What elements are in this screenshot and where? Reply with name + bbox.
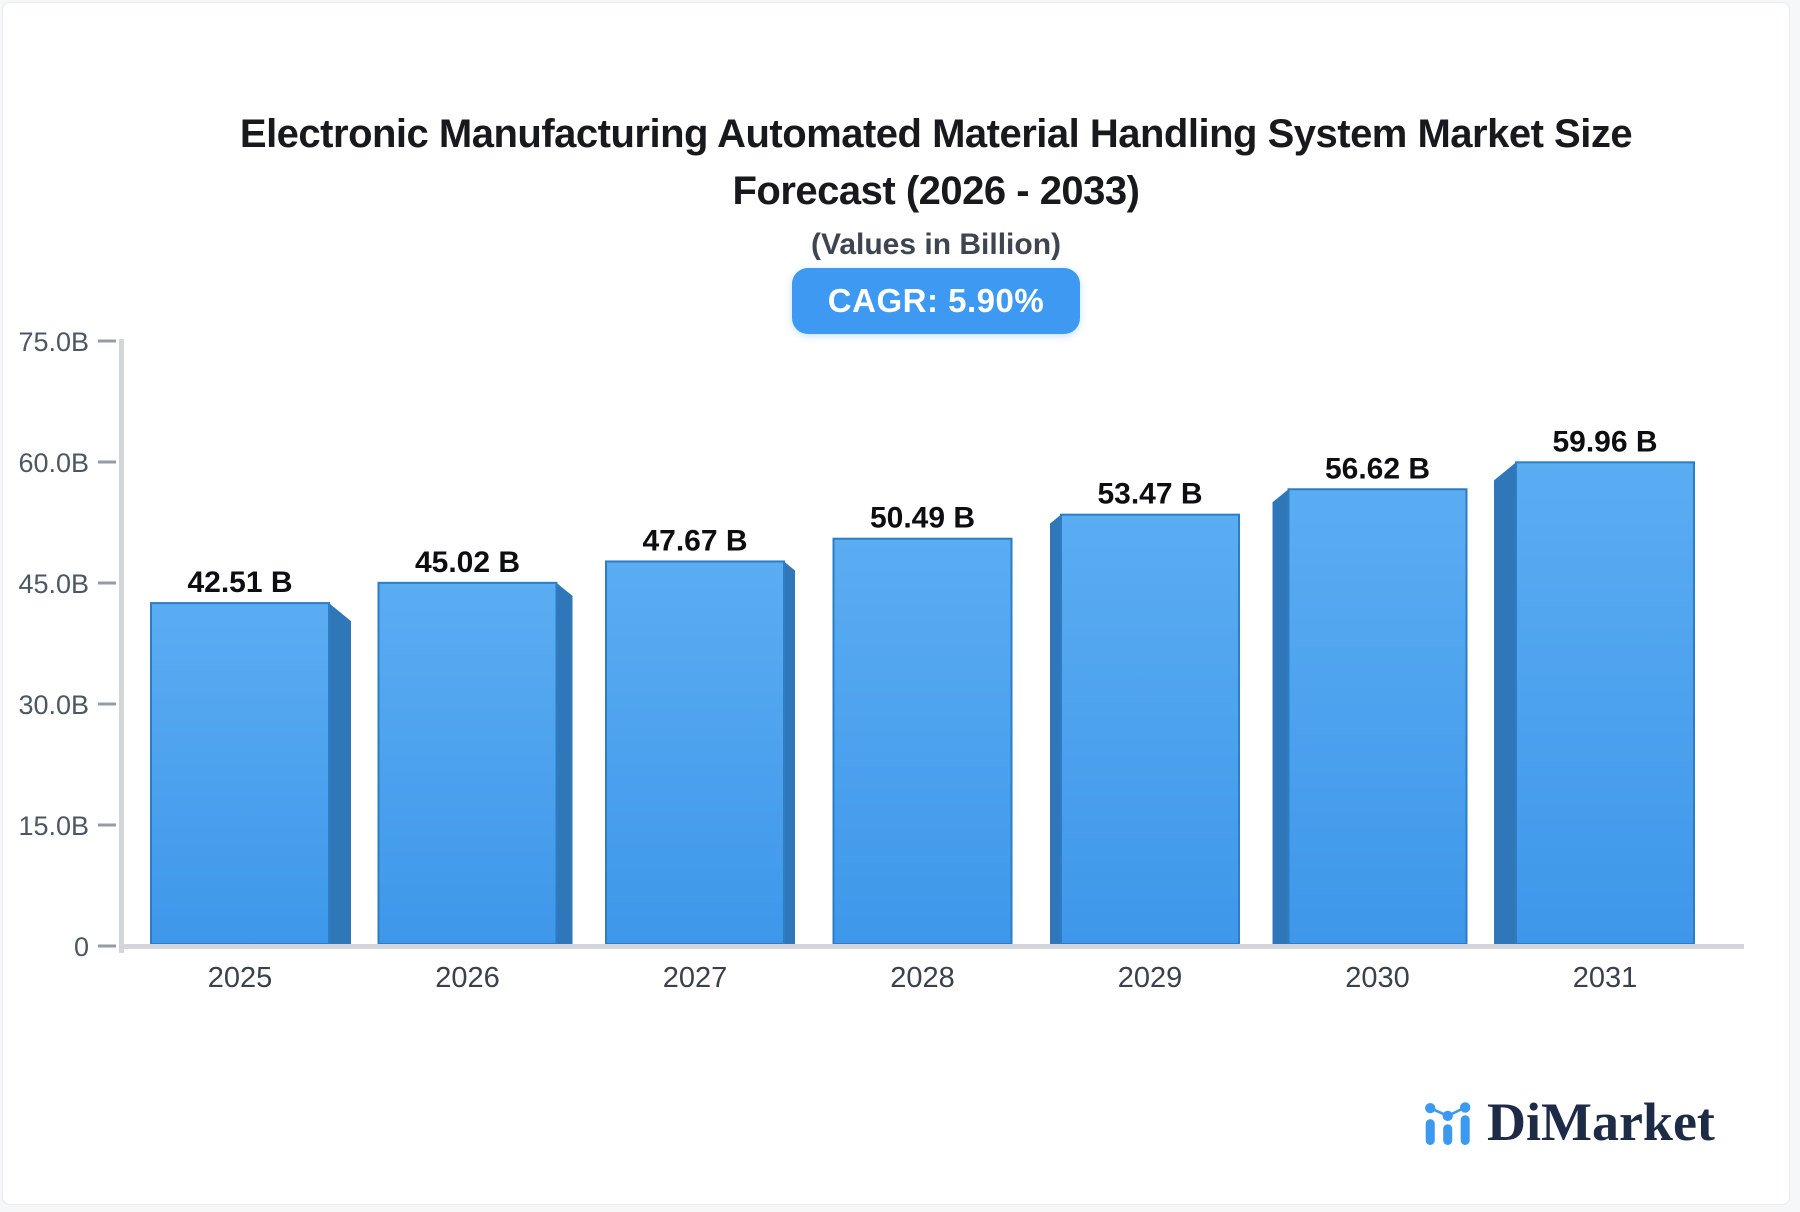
x-axis-category-label: 2030 — [1345, 962, 1410, 994]
bar-side-face — [329, 603, 351, 944]
bar-group: 42.51 B 2025 — [150, 566, 351, 994]
chart-title: Electronic Manufacturing Automated Mater… — [239, 106, 1633, 220]
bar-2029[interactable] — [1060, 513, 1240, 946]
bar-value-label: 53.47 B — [1097, 478, 1202, 511]
y-axis-tick — [98, 944, 116, 948]
chart-title-line1: Electronic Manufacturing Automated Mater… — [239, 112, 1633, 156]
y-axis-tick — [98, 823, 116, 827]
bar-group: 59.96 B 2031 — [1494, 425, 1695, 994]
bar-side-face — [1050, 514, 1061, 944]
bar-group: 45.02 B 2026 — [377, 546, 573, 994]
y-axis-tick — [98, 581, 116, 585]
bar-2028[interactable] — [832, 537, 1013, 945]
bar-value-label: 59.96 B — [1552, 425, 1657, 458]
bar-side-face — [1494, 462, 1516, 944]
brand-logo: DiMarket — [1423, 1092, 1715, 1152]
x-axis-category-label: 2029 — [1118, 962, 1183, 994]
x-axis-category-label: 2028 — [890, 962, 955, 994]
bar-group: 53.47 B 2029 — [1050, 478, 1240, 994]
bar-2026[interactable] — [377, 581, 558, 946]
y-axis-tick-label: 60.0B — [18, 448, 89, 478]
x-axis-category-label: 2025 — [208, 962, 273, 994]
bar-value-label: 56.62 B — [1325, 452, 1430, 485]
y-axis-tick — [98, 460, 116, 464]
bar-value-label: 45.02 B — [415, 546, 520, 579]
x-axis-category-label: 2027 — [663, 962, 728, 994]
bar-group: 47.67 B 2027 — [605, 524, 795, 994]
y-axis-tick-label: 75.0B — [18, 327, 89, 357]
brand-name: DiMarket — [1487, 1092, 1715, 1152]
chart-header: Electronic Manufacturing Automated Mater… — [121, 106, 1751, 334]
bar-2025[interactable] — [150, 602, 330, 945]
x-axis-baseline — [119, 944, 1744, 949]
cagr-badge: CAGR: 5.90% — [791, 268, 1081, 334]
y-axis-tick — [98, 702, 116, 706]
y-axis-line — [119, 339, 124, 953]
bar-side-face — [556, 582, 573, 944]
y-axis-tick — [98, 339, 116, 343]
chart-title-line2: Forecast (2026 - 2033) — [732, 169, 1140, 213]
bar-value-label: 42.51 B — [187, 566, 292, 599]
bar-side-face — [784, 561, 795, 944]
bar-chart-logo-icon — [1425, 1102, 1471, 1145]
bar-value-label: 50.49 B — [870, 502, 975, 535]
bar-2027[interactable] — [605, 560, 785, 945]
bar-group: 56.62 B 2030 — [1272, 452, 1468, 994]
bar-group: 50.49 B 2028 — [832, 502, 1013, 994]
bar-value-label: 47.67 B — [642, 524, 747, 557]
bar-side-face — [1272, 489, 1289, 944]
y-axis-tick-label: 0 — [74, 932, 89, 962]
y-axis-tick-label: 30.0B — [18, 690, 89, 720]
bar-2030[interactable] — [1287, 488, 1468, 945]
y-axis-tick-label: 45.0B — [18, 569, 89, 599]
y-axis-tick-label: 15.0B — [18, 811, 89, 841]
chart-subtitle: (Values in Billion) — [810, 228, 1062, 261]
x-axis-category-label: 2026 — [435, 962, 500, 994]
bar-2031[interactable] — [1515, 461, 1695, 945]
x-axis-category-label: 2031 — [1573, 962, 1638, 994]
